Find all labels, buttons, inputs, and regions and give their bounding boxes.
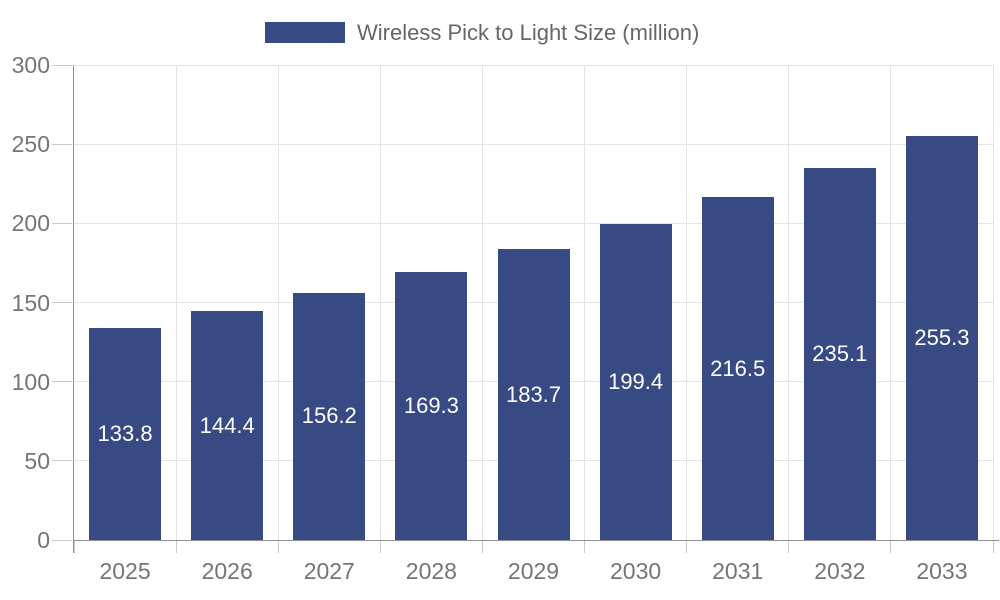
gridline-horizontal (74, 222, 993, 224)
y-axis-tick (52, 460, 72, 462)
bar-2025[interactable] (89, 328, 162, 540)
x-axis-tick (175, 540, 177, 553)
x-axis-tick (686, 540, 688, 553)
y-axis-tick-label: 150 (11, 289, 50, 316)
legend-label: Wireless Pick to Light Size (million) (357, 19, 700, 45)
y-axis-tick-label: 300 (11, 52, 50, 78)
bar-2030[interactable] (599, 224, 672, 540)
x-axis-tick (992, 540, 994, 553)
x-axis-tick (481, 540, 483, 553)
x-axis-tick-label: 2026 (201, 558, 253, 584)
x-axis-tick-label: 2029 (507, 558, 560, 584)
y-axis-line (72, 65, 74, 553)
bar-2029[interactable] (497, 249, 570, 540)
gridline-vertical (686, 65, 688, 540)
x-axis-tick (379, 540, 381, 553)
x-axis-tick-label: 2028 (405, 558, 457, 584)
gridline-vertical (481, 65, 483, 540)
y-axis-tick (52, 539, 72, 541)
gridline-vertical (277, 65, 279, 540)
x-axis-tick-label: 2030 (610, 558, 662, 584)
bar-2028[interactable] (395, 271, 468, 540)
legend-swatch (265, 22, 345, 43)
gridline-vertical (379, 65, 381, 540)
y-axis-tick (52, 302, 72, 303)
x-axis-tick-label: 2031 (712, 558, 764, 584)
y-axis-tick-label: 250 (11, 131, 50, 158)
bar-2031[interactable] (701, 197, 774, 540)
bar-2032[interactable] (803, 167, 876, 540)
y-axis-tick-label: 200 (11, 210, 50, 237)
legend-item[interactable]: Wireless Pick to Light Size (million) (265, 20, 699, 45)
y-axis-tick-label: 0 (37, 527, 50, 553)
x-axis-tick-label: 2032 (814, 558, 866, 584)
gridline-vertical (890, 65, 892, 540)
y-axis-tick (52, 64, 72, 66)
x-axis-tick (890, 540, 892, 553)
bar-2026[interactable] (191, 311, 264, 540)
y-axis-tick (52, 143, 72, 145)
x-axis-tick-label: 2027 (303, 558, 355, 584)
gridline-vertical (992, 65, 994, 540)
y-axis-tick (52, 222, 72, 224)
gridline-vertical (584, 65, 586, 540)
x-axis-tick (277, 540, 279, 553)
x-axis-tick-label: 2025 (99, 558, 151, 584)
gridline-vertical (788, 65, 790, 540)
x-axis-tick (584, 540, 586, 553)
x-axis-tick (73, 540, 75, 553)
x-axis-line (72, 539, 999, 541)
x-axis-tick-label: 2033 (916, 558, 968, 584)
y-axis-tick-label: 100 (11, 368, 50, 395)
bar-2033[interactable] (905, 135, 978, 540)
y-axis-tick-label: 50 (24, 447, 50, 474)
gridline-horizontal (74, 64, 993, 66)
bar-2027[interactable] (293, 292, 366, 540)
x-axis-tick (788, 540, 790, 553)
gridline-vertical (175, 65, 177, 540)
gridline-horizontal (74, 143, 993, 145)
y-axis-tick (52, 381, 72, 383)
